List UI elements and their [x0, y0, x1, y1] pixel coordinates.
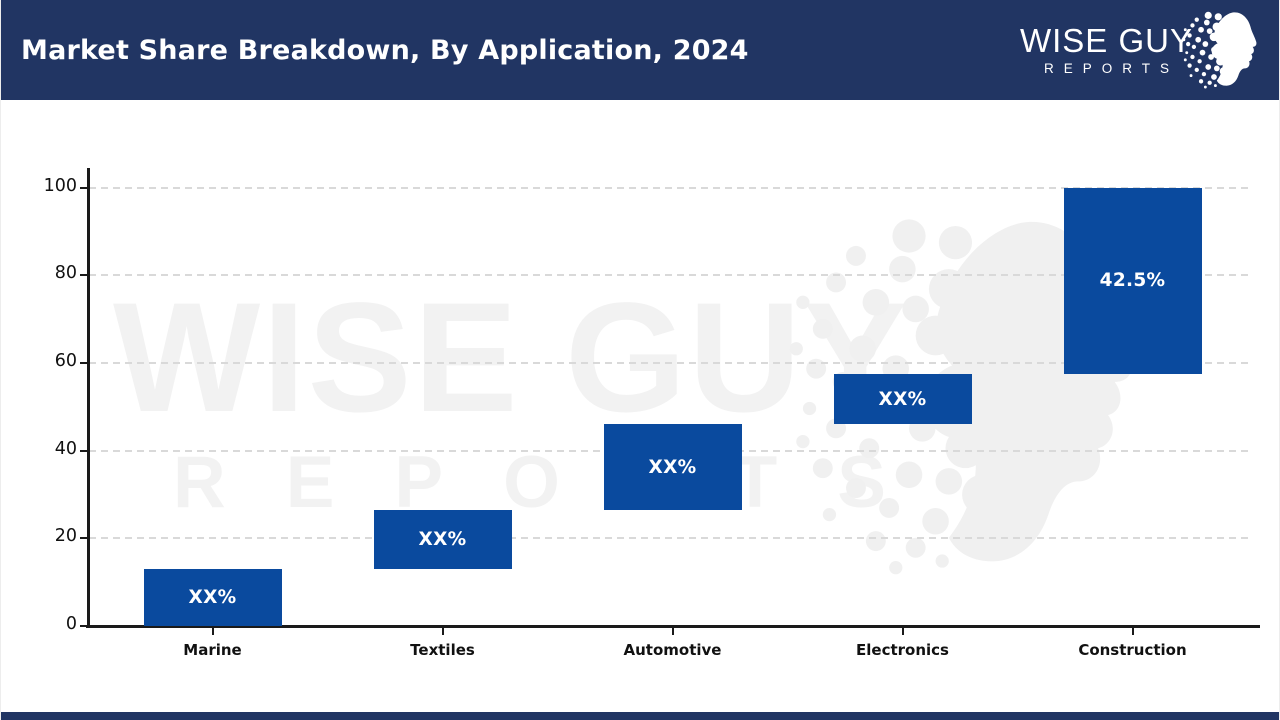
bar-marine: XX% [143, 569, 282, 626]
y-tick-mark [80, 625, 89, 627]
bar-construction: 42.5% [1063, 187, 1202, 374]
bar-value-label: XX% [418, 528, 467, 550]
bar-automotive: XX% [603, 424, 742, 510]
brand-logo: WISE GUY REPORTS [1020, 11, 1267, 90]
y-axis-line [87, 168, 90, 628]
y-tick-mark [80, 186, 89, 189]
gridline-y-80 [89, 274, 1253, 277]
bar-value-label: XX% [878, 388, 927, 410]
page-title: Market Share Breakdown, By Application, … [21, 34, 749, 66]
face-profile-dots-icon [1182, 11, 1257, 88]
y-tick-mark [80, 449, 89, 452]
x-tick-mark [441, 626, 444, 635]
y-tick-mark [80, 274, 89, 277]
y-tick-mark [80, 537, 89, 540]
x-tick-mark [901, 626, 904, 635]
x-category-label: Automotive [623, 641, 722, 659]
y-tick-label: 40 [54, 438, 77, 459]
y-tick-mark [80, 362, 89, 365]
bar-value-label: 42.5% [1099, 270, 1166, 292]
gridline-y-60 [89, 362, 1253, 365]
y-tick-label: 0 [65, 614, 77, 634]
footer-bar [1, 712, 1279, 720]
brand-name: WISE GUY [1019, 21, 1193, 59]
watermark-text-secondary: REPORTS [173, 442, 946, 523]
y-tick-label: 80 [54, 263, 77, 284]
header: Market Share Breakdown, By Application, … [1, 0, 1279, 100]
x-category-label: Textiles [410, 641, 475, 659]
x-category-label: Marine [183, 641, 242, 659]
gridline-y-20 [89, 537, 1253, 540]
brand-logo-text: WISE GUY REPORTS [1019, 21, 1193, 77]
y-tick-label: 60 [54, 351, 77, 372]
y-tick-label: 100 [43, 175, 77, 196]
bar-textiles: XX% [373, 509, 512, 569]
bar-value-label: XX% [188, 587, 237, 608]
x-tick-mark [671, 626, 674, 635]
gridline-y-100 [89, 186, 1253, 189]
x-tick-mark [211, 626, 214, 635]
bar-value-label: XX% [648, 456, 697, 478]
brand-subtitle: REPORTS [1043, 61, 1179, 77]
y-tick-label: 20 [54, 526, 77, 547]
watermark-text-primary: WISE GUY [113, 271, 910, 445]
x-tick-mark [1131, 626, 1134, 635]
bar-electronics: XX% [833, 373, 972, 425]
x-category-label: Electronics [856, 641, 949, 659]
x-category-label: Construction [1078, 641, 1187, 659]
